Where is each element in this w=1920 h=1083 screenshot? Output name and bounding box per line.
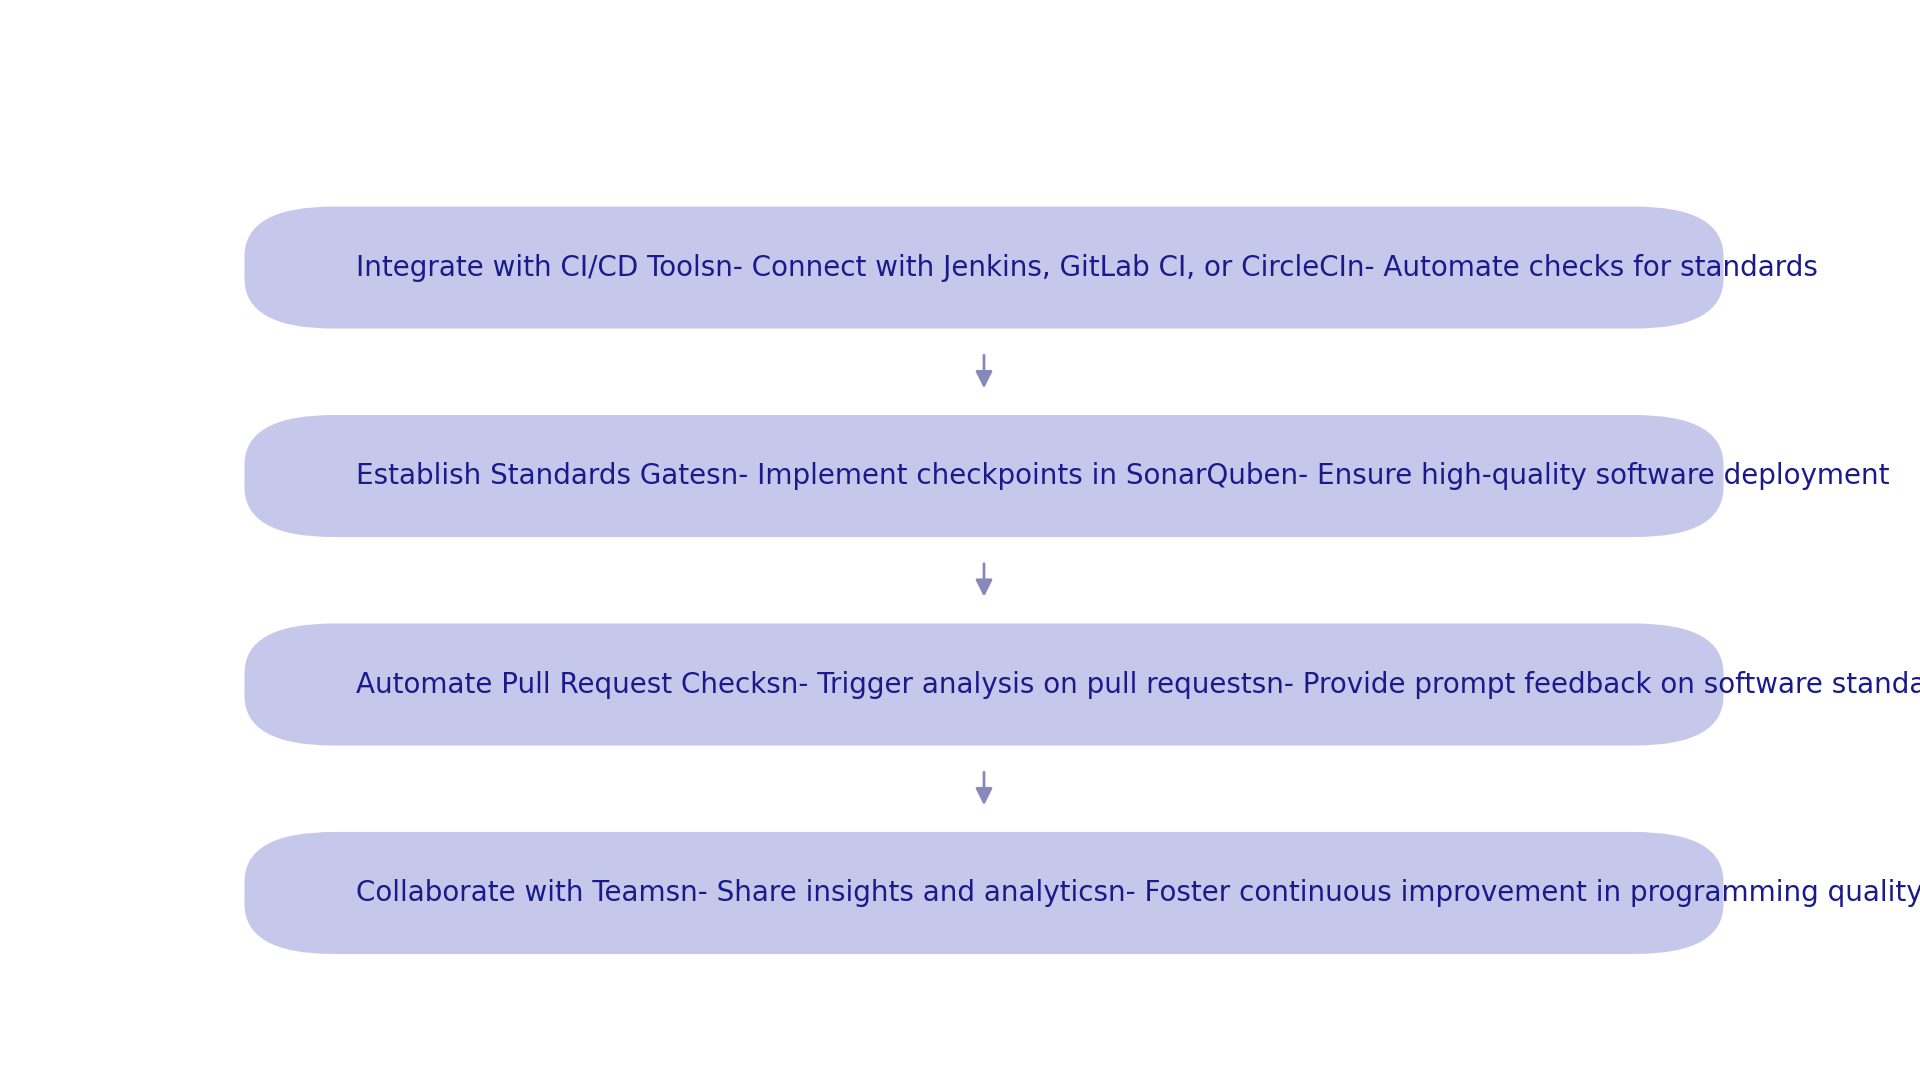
FancyBboxPatch shape bbox=[244, 624, 1724, 745]
FancyBboxPatch shape bbox=[244, 207, 1724, 328]
FancyBboxPatch shape bbox=[244, 832, 1724, 954]
FancyBboxPatch shape bbox=[244, 415, 1724, 537]
Text: Collaborate with Teamsn- Share insights and analyticsn- Foster continuous improv: Collaborate with Teamsn- Share insights … bbox=[355, 879, 1920, 906]
Text: Integrate with CI/CD Toolsn- Connect with Jenkins, GitLab CI, or CircleCIn- Auto: Integrate with CI/CD Toolsn- Connect wit… bbox=[355, 253, 1818, 282]
Text: Automate Pull Request Checksn- Trigger analysis on pull requestsn- Provide promp: Automate Pull Request Checksn- Trigger a… bbox=[355, 670, 1920, 699]
Text: Establish Standards Gatesn- Implement checkpoints in SonarQuben- Ensure high-qua: Establish Standards Gatesn- Implement ch… bbox=[355, 462, 1889, 490]
